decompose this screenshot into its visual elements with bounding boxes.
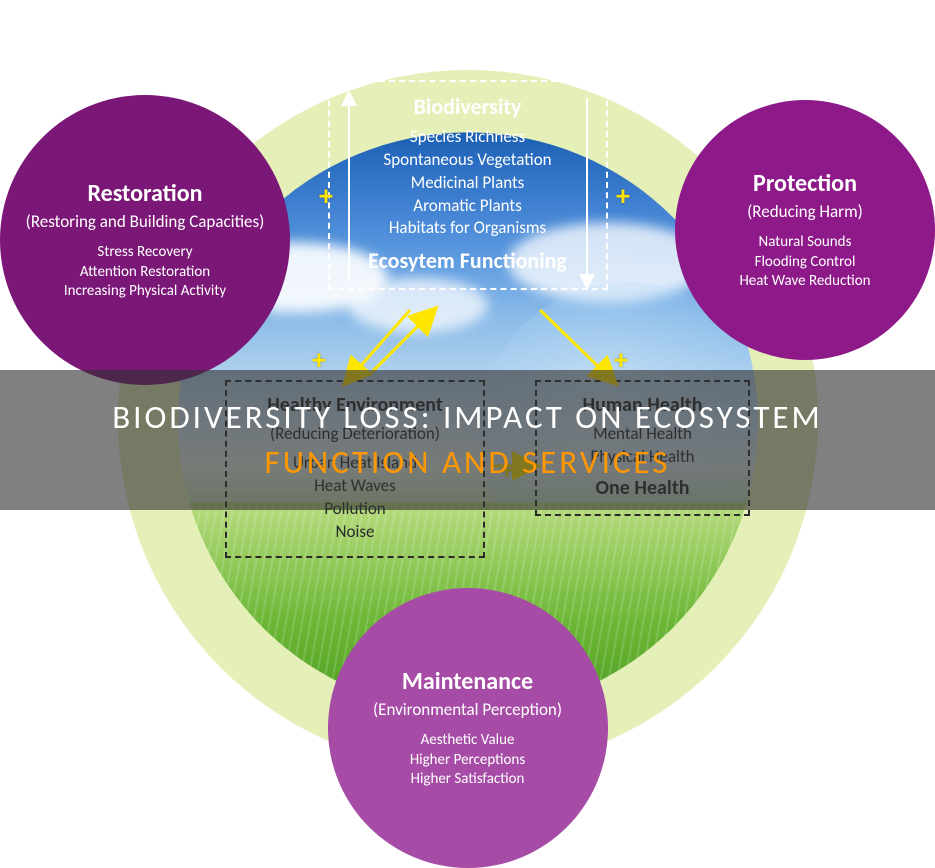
protection-title: Protection [753,168,857,199]
plus-icon: + [616,178,630,213]
list-item: Noise [245,521,465,544]
list-item: Natural Sounds [739,233,870,253]
ecosystem-functioning-label: Ecosytem Functioning [348,246,588,276]
restoration-circle: Restoration (Restoring and Building Capa… [0,95,290,385]
list-item: Spontaneous Vegetation [348,149,588,172]
restoration-title: Restoration [88,178,203,209]
maintenance-title: Maintenance [402,666,533,697]
banner-line1: BIODIVERSITY LOSS: IMPACT ON ECOSYSTEM [112,395,823,440]
list-item: Species Richness [348,126,588,149]
diagram-stage: Ecosystem Services Biodiversity Species … [0,0,935,868]
list-item: Aromatic Plants [348,195,588,218]
banner-line2: FUNCTION AND SERVICES [112,440,823,485]
list-item: Aesthetic Value [410,731,525,751]
protection-circle: Protection (Reducing Harm) Natural Sound… [675,100,935,360]
banner-text: BIODIVERSITY LOSS: IMPACT ON ECOSYSTEM F… [112,395,823,484]
list-item: Heat Wave Reduction [739,272,870,292]
list-item: Stress Recovery [64,243,226,263]
biodiversity-title: Biodiversity [348,92,588,122]
cycle-arrow-right-icon [578,92,596,292]
list-item: Medicinal Plants [348,172,588,195]
list-item: Flooding Control [739,253,870,273]
maintenance-items: Aesthetic Value Higher Perceptions Highe… [410,731,525,790]
cycle-arrow-left-icon [340,92,358,292]
protection-items: Natural Sounds Flooding Control Heat Wav… [739,233,870,292]
list-item: Habitats for Organisms [348,217,588,240]
maintenance-subtitle: (Environmental Perception) [373,699,562,721]
biodiversity-box: Biodiversity Species Richness Spontaneou… [328,80,608,290]
restoration-items: Stress Recovery Attention Restoration In… [64,243,226,302]
list-item: Higher Perceptions [410,751,525,771]
maintenance-circle: Maintenance (Environmental Perception) A… [328,588,608,868]
list-item: Higher Satisfaction [410,770,525,790]
list-item: Increasing Physical Activity [64,282,226,302]
title-banner: BIODIVERSITY LOSS: IMPACT ON ECOSYSTEM F… [0,370,935,510]
list-item: Attention Restoration [64,263,226,283]
plus-icon: + [319,178,333,213]
protection-subtitle: (Reducing Harm) [747,201,863,223]
biodiversity-items: Species Richness Spontaneous Vegetation … [348,126,588,241]
restoration-subtitle: (Restoring and Building Capacities) [26,211,265,233]
